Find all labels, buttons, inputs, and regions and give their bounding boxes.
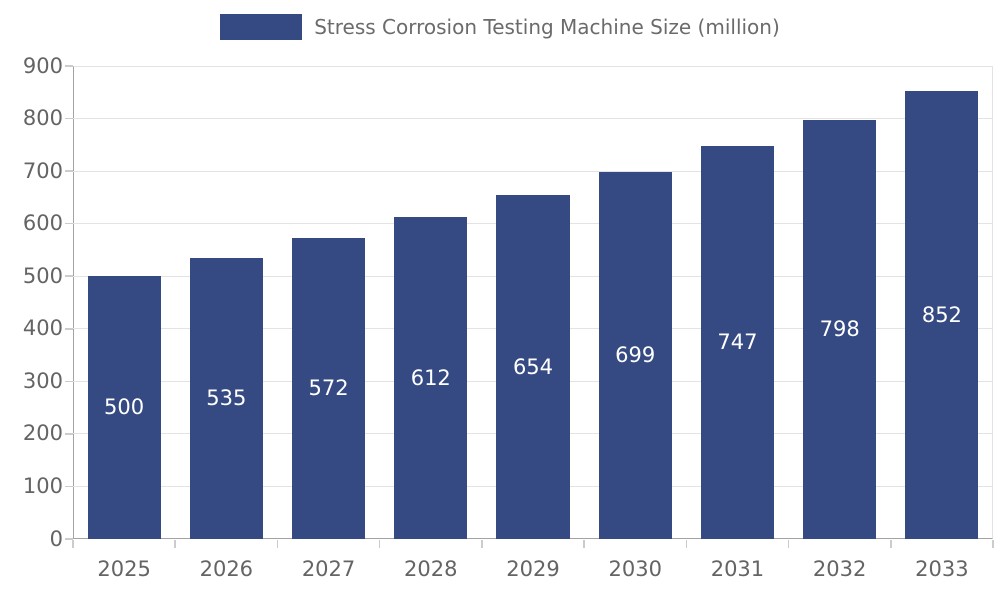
bar[interactable] (189, 257, 263, 539)
x-axis-tick-label: 2033 (915, 557, 969, 581)
x-axis-tick (890, 540, 892, 548)
bar[interactable] (598, 171, 672, 539)
y-gridline (73, 170, 993, 172)
y-axis-tick-label: 200 (22, 421, 63, 446)
x-axis-tick-label: 2028 (404, 557, 458, 581)
x-axis-tick (378, 540, 381, 548)
y-axis-tick (65, 65, 73, 67)
x-axis-tick (72, 540, 74, 548)
legend-swatch (220, 14, 303, 40)
y-axis-tick (65, 222, 73, 225)
y-axis-tick-label: 100 (22, 473, 63, 498)
y-axis-tick (65, 117, 73, 120)
y-axis-tick-label: 800 (22, 106, 63, 131)
x-axis-tick-label: 2030 (608, 557, 662, 581)
y-axis-tick (65, 170, 73, 172)
y-axis-tick-label: 300 (22, 368, 63, 393)
y-axis-tick-label: 700 (22, 158, 63, 183)
legend-label: Stress Corrosion Testing Machine Size (m… (314, 15, 780, 39)
bar[interactable] (803, 119, 877, 539)
legend-item[interactable]: Stress Corrosion Testing Machine Size (m… (0, 14, 1000, 40)
bar[interactable] (292, 238, 366, 539)
x-axis-tick-label: 2027 (301, 557, 356, 581)
x-axis-tick-label: 2026 (199, 557, 254, 581)
y-axis-tick (65, 328, 73, 330)
bar[interactable] (496, 195, 570, 539)
bar[interactable] (87, 276, 161, 539)
y-axis-tick (65, 538, 73, 540)
y-axis-tick (65, 380, 73, 383)
y-axis-tick (65, 433, 73, 435)
y-axis-tick-label: 900 (22, 53, 63, 78)
bar[interactable] (700, 146, 774, 539)
y-axis-tick-label: 0 (49, 526, 63, 551)
y-axis-tick-label: 500 (22, 263, 63, 288)
y-axis-tick (65, 485, 73, 488)
x-axis-tick (583, 540, 585, 548)
y-axis-tick-label: 400 (22, 316, 63, 341)
x-axis-tick (481, 540, 483, 548)
x-axis-tick (992, 540, 994, 548)
x-axis-tick (787, 540, 790, 548)
x-axis-tick-label: 2029 (506, 557, 560, 581)
y-gridline (73, 118, 993, 120)
x-axis-tick (685, 540, 688, 548)
x-axis-tick-label: 2032 (812, 557, 867, 581)
y-axis-tick-label: 600 (22, 211, 63, 236)
x-axis-tick (276, 540, 279, 548)
x-axis-tick-label: 2031 (710, 557, 765, 581)
bar[interactable] (394, 217, 468, 539)
x-axis-tick (174, 540, 176, 548)
x-axis-tick-label: 2025 (97, 557, 151, 581)
y-axis-tick (65, 275, 73, 277)
bar[interactable] (905, 91, 979, 539)
